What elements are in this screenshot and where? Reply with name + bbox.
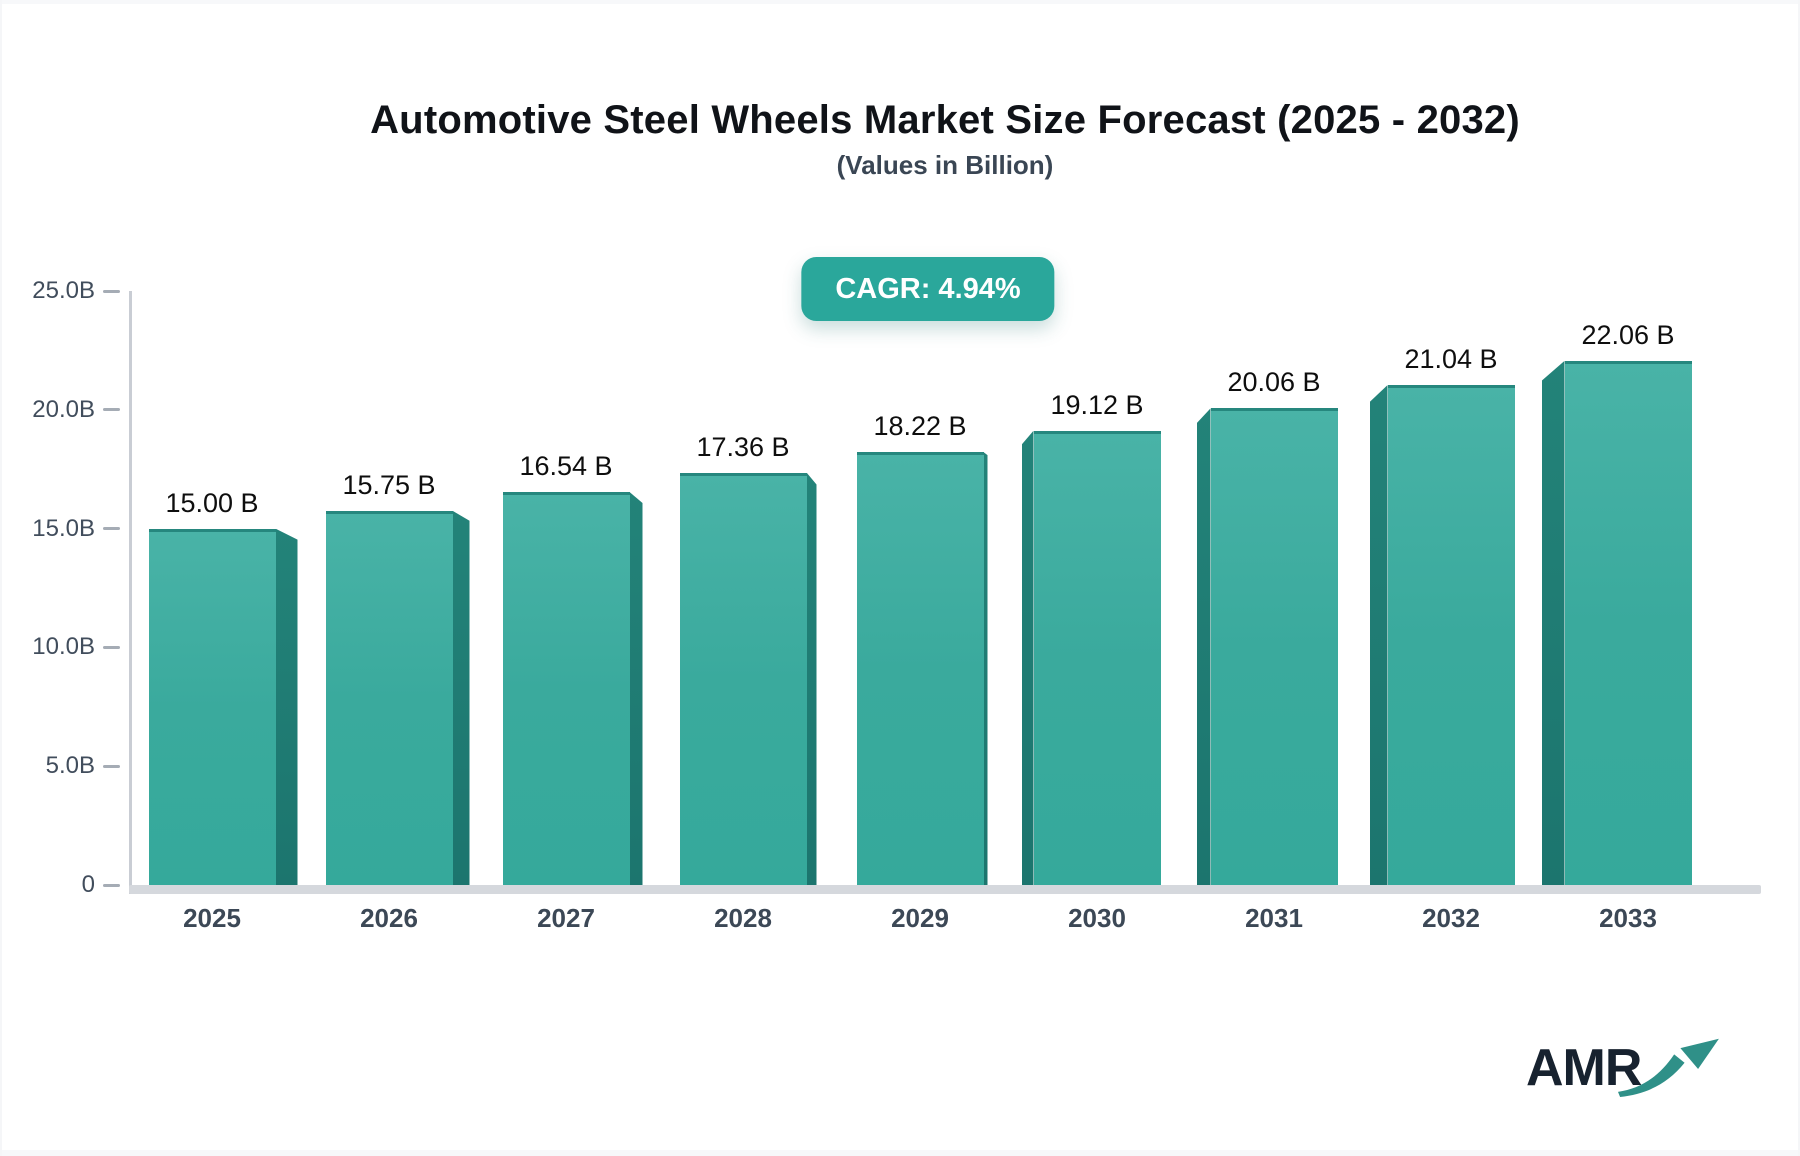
x-axis-label: 2027 xyxy=(537,903,595,933)
y-tick-mark xyxy=(103,527,120,531)
bar-face-2032 xyxy=(1387,385,1515,885)
growth-arrow-icon xyxy=(1618,1038,1719,1098)
bar-side-2032 xyxy=(1369,385,1388,885)
y-tick-label: 0 xyxy=(81,871,95,898)
bar-value-label: 17.36 B xyxy=(696,431,790,462)
bar-face-2026 xyxy=(325,510,453,885)
y-tick-mark xyxy=(103,289,120,293)
bar-value-label: 15.75 B xyxy=(342,469,436,500)
bar-value-label: 20.06 B xyxy=(1227,367,1321,398)
bar-value-label: 16.54 B xyxy=(519,451,613,481)
x-axis-label: 2031 xyxy=(1245,903,1303,933)
bar-value-label: 21.04 B xyxy=(1404,344,1498,375)
amr-logo-text: AMR xyxy=(1526,1039,1642,1097)
y-tick-mark xyxy=(103,764,120,768)
y-tick-mark xyxy=(103,408,120,412)
bar-side-2027 xyxy=(629,492,643,885)
y-tick-label: 15.0B xyxy=(32,514,95,542)
amr-logo: AMR xyxy=(1526,1034,1736,1112)
bar-side-2026 xyxy=(452,510,470,885)
bar-value-label: 18.22 B xyxy=(873,411,967,442)
bar-side-2031 xyxy=(1196,408,1211,885)
bar-side-2028 xyxy=(806,472,817,885)
bar-side-2029 xyxy=(983,452,988,885)
x-axis-label: 2028 xyxy=(714,903,772,933)
x-axis-label: 2030 xyxy=(1068,903,1126,933)
x-axis-baseline xyxy=(129,885,1761,894)
x-axis-label: 2026 xyxy=(360,903,418,933)
bar-value-label: 19.12 B xyxy=(1050,389,1144,420)
page-edge-bottom xyxy=(0,1150,1800,1156)
y-tick-mark xyxy=(103,883,120,887)
x-axis-label: 2032 xyxy=(1422,903,1480,933)
y-tick-label: 25.0B xyxy=(32,277,95,304)
bar-side-2030 xyxy=(1021,430,1034,885)
x-axis-label: 2029 xyxy=(891,903,949,933)
y-tick-label: 10.0B xyxy=(32,633,95,661)
bar-face-2033 xyxy=(1564,360,1692,885)
page-edge-left xyxy=(0,0,2,1156)
y-tick-label: 20.0B xyxy=(32,395,95,423)
bar-face-2030 xyxy=(1033,430,1161,885)
bar-face-2029 xyxy=(856,452,984,885)
bar-face-2025 xyxy=(148,528,276,885)
bar-side-2025 xyxy=(275,528,298,885)
page-edge-right xyxy=(1798,0,1800,1156)
bar-face-2028 xyxy=(679,472,807,885)
bar-value-label: 22.06 B xyxy=(1581,319,1675,350)
bar-side-2033 xyxy=(1541,360,1565,885)
chart-title: Automotive Steel Wheels Market Size Fore… xyxy=(370,98,1520,142)
y-tick-label: 5.0B xyxy=(45,752,95,780)
bar-face-2031 xyxy=(1210,408,1338,885)
x-axis-label: 2033 xyxy=(1599,903,1657,933)
y-axis-line xyxy=(129,291,132,894)
bar-value-label: 15.00 B xyxy=(165,487,259,518)
page-edge-top xyxy=(0,0,1800,4)
chart-subtitle: (Values in Billion) xyxy=(836,150,1054,180)
bar-face-2027 xyxy=(502,492,630,885)
x-axis-label: 2025 xyxy=(183,903,241,933)
cagr-badge: CAGR: 4.94% xyxy=(801,257,1055,321)
y-tick-mark xyxy=(103,645,120,649)
